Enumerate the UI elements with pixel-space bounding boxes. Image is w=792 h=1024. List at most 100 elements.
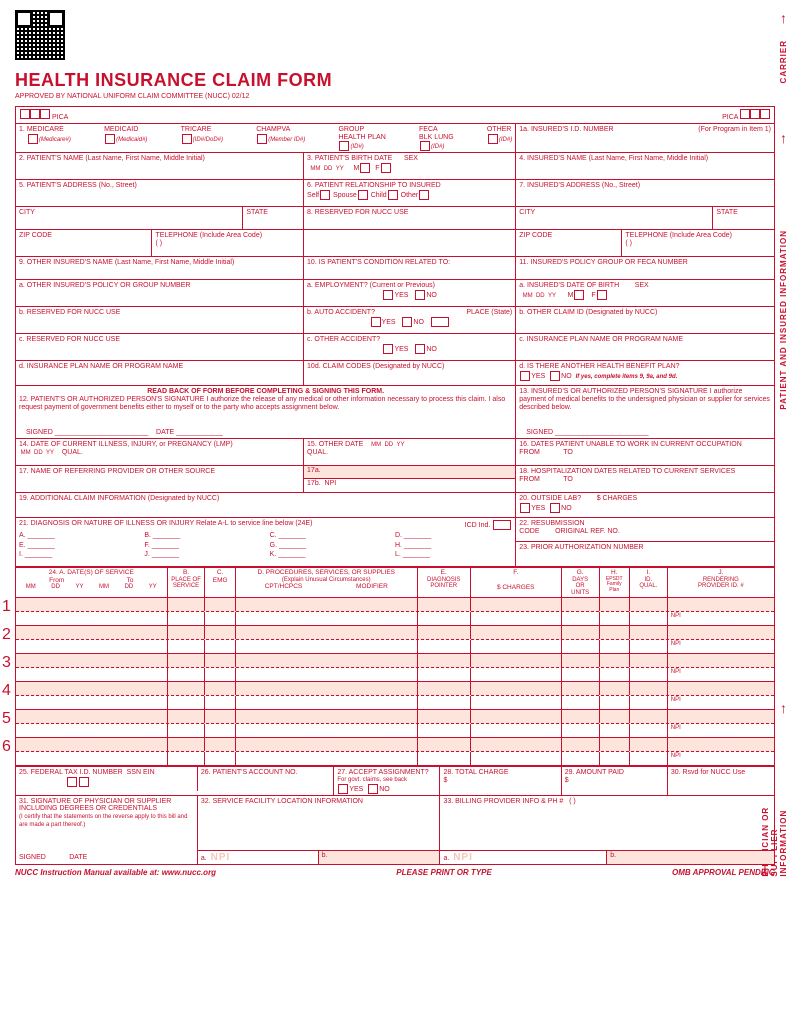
auto-n: NO — [413, 319, 424, 326]
pica-right: PICA — [722, 114, 738, 121]
chk-oth-n[interactable] — [415, 344, 425, 354]
box14: 14. DATE OF CURRENT ILLNESS, INJURY, or … — [19, 441, 300, 449]
ins-state: STATE — [713, 207, 774, 229]
box17b: 17b. — [307, 480, 321, 487]
auto-y: YES — [382, 319, 396, 326]
chk-oth-y[interactable] — [383, 344, 393, 354]
chk-champva[interactable] — [257, 134, 267, 144]
box18-to: TO — [563, 476, 573, 483]
box11d: d. IS THERE ANOTHER HEALTH BENEFIT PLAN? — [519, 363, 771, 371]
yy4: YY — [396, 442, 404, 448]
box3-label: 3. PATIENT'S BIRTH DATE — [307, 155, 392, 162]
chk-ins-m[interactable] — [574, 290, 584, 300]
box10c: c. OTHER ACCIDENT? — [307, 336, 512, 344]
box7: 7. INSURED'S ADDRESS (No., Street) — [516, 180, 774, 206]
chk-feca[interactable] — [420, 141, 430, 151]
chk-medicare[interactable] — [28, 134, 38, 144]
h24d3: CPT/HCPCS — [265, 583, 303, 590]
chk-child[interactable] — [388, 190, 398, 200]
dx-c: C. — [270, 532, 277, 539]
ins-tel: TELEPHONE (Include Area Code) — [625, 232, 732, 239]
opt-tricare: TRICARE — [181, 126, 223, 134]
pica-left: PICA — [52, 114, 68, 121]
sig31: SIGNED — [19, 854, 46, 861]
chk-asn-n[interactable] — [368, 784, 378, 794]
chk-spouse[interactable] — [358, 190, 368, 200]
chk-lab-n[interactable] — [550, 503, 560, 513]
11d-y: YES — [531, 373, 545, 380]
chk-auto-n[interactable] — [402, 317, 412, 327]
chk-lab-y[interactable] — [520, 503, 530, 513]
box26: 26. PATIENT'S ACCOUNT NO. — [198, 767, 334, 794]
chk-emp-n[interactable] — [415, 290, 425, 300]
opt-feca: FECA BLK LUNG — [419, 126, 454, 141]
approved-text: APPROVED BY NATIONAL UNIFORM CLAIM COMMI… — [15, 93, 775, 100]
hy2: YY — [149, 584, 157, 591]
chk-11d-y[interactable] — [520, 371, 530, 381]
ein-lbl: EIN — [143, 769, 155, 776]
box25: 25. FEDERAL TAX I.D. NUMBER — [19, 769, 123, 776]
box27-hint: For govt. claims, see back — [337, 777, 436, 784]
footer-mid: PLEASE PRINT OR TYPE — [396, 868, 492, 877]
chk-emp-y[interactable] — [383, 290, 393, 300]
carrier-arrow: ↑ — [780, 10, 787, 26]
chk-asn-y[interactable] — [338, 784, 348, 794]
chk-auto-y[interactable] — [371, 317, 381, 327]
footer-left: NUCC Instruction Manual available at: ww… — [15, 868, 216, 877]
chk-group[interactable] — [339, 141, 349, 151]
h24i2: ID. QUAL. — [632, 577, 665, 590]
side-patient: PATIENT AND INSURED INFORMATION — [779, 230, 788, 410]
box20: 20. OUTSIDE LAB? — [519, 495, 581, 502]
h24a: 24. A. DATE(S) OF SERVICE — [18, 569, 165, 576]
chk-11d-n[interactable] — [550, 371, 560, 381]
form-title: HEALTH INSURANCE CLAIM FORM — [15, 70, 775, 91]
box11a-sex: SEX — [635, 282, 649, 289]
rel-self: Self — [307, 192, 319, 199]
chk-self[interactable] — [320, 190, 330, 200]
chk-medicaid[interactable] — [105, 134, 115, 144]
pat-tel-paren: ( ) — [155, 240, 162, 247]
ins-zip: ZIP CODE — [516, 230, 622, 256]
chk-ins-f[interactable] — [597, 290, 607, 300]
sub-other: (ID#) — [499, 137, 512, 143]
box16-from: FROM — [519, 449, 540, 456]
dx-b: B. — [144, 532, 151, 539]
chk-tricare[interactable] — [182, 134, 192, 144]
box9d: d. INSURANCE PLAN NAME OR PROGRAM NAME — [16, 361, 304, 385]
box17: 17. NAME OF REFERRING PROVIDER OR OTHER … — [16, 466, 304, 492]
opt-medicaid: MEDICAID — [104, 126, 147, 134]
oth-y: YES — [394, 346, 408, 353]
box12-warn: READ BACK OF FORM BEFORE COMPLETING & SI… — [19, 388, 512, 396]
sub-champva: (Member ID#) — [268, 137, 305, 143]
state-box[interactable] — [431, 317, 449, 327]
chk-ein[interactable] — [79, 777, 89, 787]
mm3: MM — [21, 450, 31, 456]
box18-from: FROM — [519, 476, 540, 483]
box13-signed: SIGNED — [526, 429, 553, 436]
m-lbl: M — [353, 165, 359, 172]
box3-sex: SEX — [404, 155, 418, 162]
box18: 18. HOSPITALIZATION DATES RELATED TO CUR… — [519, 468, 771, 476]
dd2: DD — [536, 293, 545, 299]
mm4: MM — [371, 442, 381, 448]
h24b2: PLACE OF SERVICE — [170, 577, 203, 590]
box10d: 10d. CLAIM CODES (Designated by NUCC) — [304, 361, 516, 385]
sub-feca: (ID#) — [431, 144, 444, 150]
box33-paren: ( ) — [569, 798, 576, 805]
ssn-lbl: SSN — [127, 769, 141, 776]
box1a-hint: (For Program in Item 1) — [698, 126, 771, 134]
chk-other[interactable] — [488, 134, 498, 144]
box14-qual: QUAL. — [62, 449, 83, 456]
chk-sex-f[interactable] — [381, 163, 391, 173]
opt-medicare: MEDICARE — [27, 126, 71, 134]
chk-ssn[interactable] — [67, 777, 77, 787]
icd-box[interactable] — [493, 520, 511, 530]
footer: NUCC Instruction Manual available at: ww… — [15, 868, 775, 877]
box10-place: PLACE (State) — [466, 309, 512, 317]
chk-relother[interactable] — [419, 190, 429, 200]
mm2: MM — [523, 293, 533, 299]
chk-sex-m[interactable] — [360, 163, 370, 173]
32b: b. — [322, 852, 328, 859]
side-carrier: CARRIER — [779, 40, 788, 83]
pica-row: PICA PICA — [15, 106, 775, 123]
